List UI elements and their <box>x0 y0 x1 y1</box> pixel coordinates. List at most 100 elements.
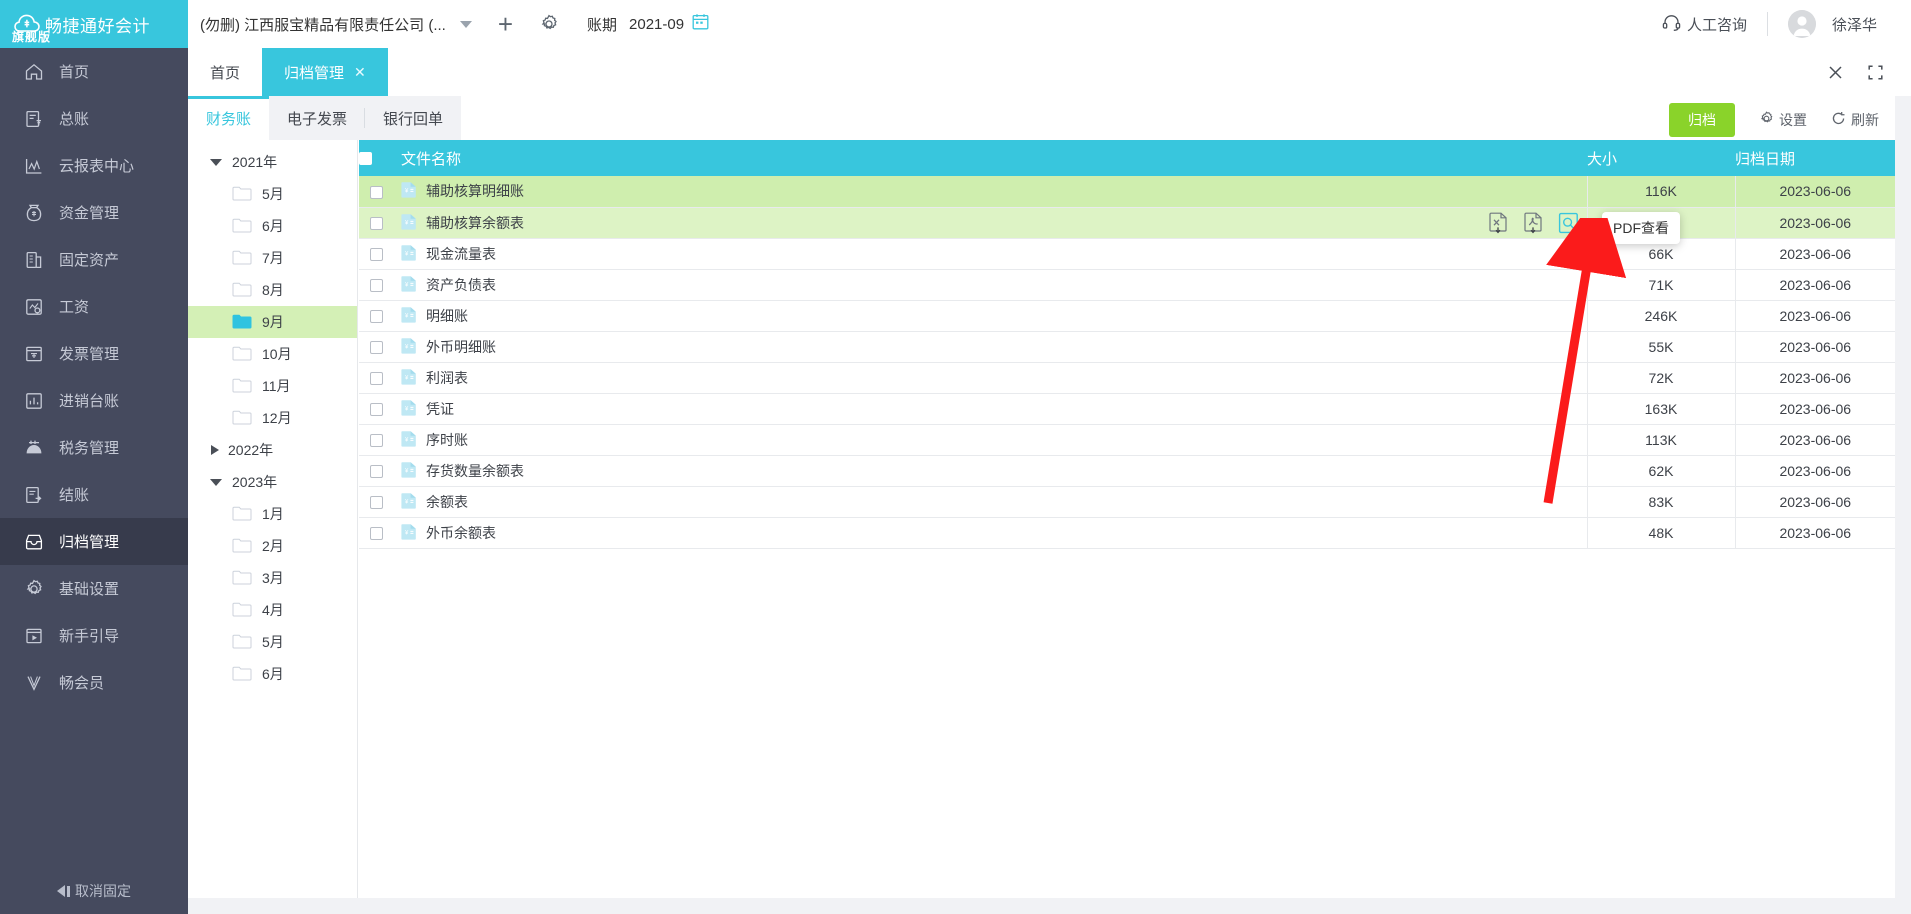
row-checkbox-cell[interactable] <box>359 176 393 208</box>
table-row[interactable]: ¥ 利润表 72K 2023-06-06 <box>359 362 1895 394</box>
checkbox-icon[interactable] <box>369 341 383 355</box>
tree-node-month[interactable]: 9月 <box>188 306 357 338</box>
row-checkbox-cell[interactable] <box>359 455 393 487</box>
pdf-download-icon[interactable] <box>1523 212 1544 234</box>
row-checkbox-cell[interactable] <box>359 486 393 518</box>
sidebar-item-purchase-sales-ledger[interactable]: 进销台账 <box>0 377 188 424</box>
archive-date-cell: 2023-06-06 <box>1734 455 1895 487</box>
sidebar-item-funds[interactable]: 资金管理 <box>0 189 188 236</box>
chevron-down-icon[interactable] <box>459 20 472 28</box>
sidebar-collapse-button[interactable]: 取消固定 <box>0 881 188 901</box>
checkbox-icon[interactable] <box>369 372 383 386</box>
table-row[interactable]: ¥辅助核算余额表1K2023-06-06 <box>359 207 1895 239</box>
sidebar-item-closing[interactable]: 结账 <box>0 471 188 518</box>
row-checkbox-cell[interactable] <box>359 517 393 549</box>
tree-node-month[interactable]: 2月 <box>188 530 357 562</box>
excel-download-icon[interactable] <box>1488 212 1509 234</box>
subtab-e-invoice[interactable]: 电子发票 <box>269 96 366 140</box>
tree-node-month[interactable]: 12月 <box>188 402 357 434</box>
tree-node-month[interactable]: 10月 <box>188 338 357 370</box>
row-checkbox-cell[interactable] <box>359 362 393 394</box>
human-consult-button[interactable]: 人工咨询 <box>1662 13 1747 36</box>
sidebar-item-cloud-reports[interactable]: 云报表中心 <box>0 142 188 189</box>
row-checkbox-cell[interactable] <box>359 424 393 456</box>
period-value[interactable]: 2021-09 <box>629 15 685 33</box>
checkbox-icon[interactable] <box>369 186 383 200</box>
refresh-button[interactable]: 刷新 <box>1831 110 1879 130</box>
subtab-bank-receipt[interactable]: 银行回单 <box>365 96 462 140</box>
sidebar-item-basic-settings[interactable]: 基础设置 <box>0 565 188 612</box>
sub-tab-bar: 财务账 电子发票 银行回单 <box>188 96 462 140</box>
row-checkbox-cell[interactable] <box>359 300 393 332</box>
row-checkbox-cell[interactable] <box>359 331 393 363</box>
sidebar-item-general-ledger[interactable]: 总账 <box>0 95 188 142</box>
subtab-financial-books[interactable]: 财务账 <box>188 96 270 140</box>
company-selector[interactable]: (勿删) 江西服宝精品有限责任公司 (... <box>200 14 472 35</box>
tree-node-year[interactable]: 2021年 <box>188 146 357 178</box>
select-all-header[interactable] <box>359 140 393 176</box>
tab-home[interactable]: 首页 <box>188 48 262 96</box>
tooltip-label: PDF查看 <box>1613 220 1669 236</box>
tree-node-month[interactable]: 5月 <box>188 626 357 658</box>
row-checkbox-cell[interactable] <box>359 238 393 270</box>
close-icon[interactable]: ✕ <box>354 63 366 80</box>
user-name[interactable]: 徐泽华 <box>1831 16 1877 34</box>
sidebar-item-invoice[interactable]: 发票管理 <box>0 330 188 377</box>
tree-node-month[interactable]: 11月 <box>188 370 357 402</box>
tab-archive-management[interactable]: 归档管理 ✕ <box>262 48 388 96</box>
table-row[interactable]: ¥ 存货数量余额表 62K 2023-06-06 <box>359 455 1895 487</box>
tree-node-month[interactable]: 5月 <box>188 178 357 210</box>
sidebar-item-vip-member[interactable]: 畅会员 <box>0 659 188 706</box>
table-row[interactable]: ¥ 辅助核算明细账 116K 2023-06-06 <box>359 176 1895 208</box>
sidebar-item-fixed-assets[interactable]: 固定资产 <box>0 236 188 283</box>
triangle-right-icon[interactable] <box>211 445 219 455</box>
sidebar-item-home[interactable]: 首页 <box>0 48 188 95</box>
table-row[interactable]: ¥ 资产负债表 71K 2023-06-06 <box>359 269 1895 301</box>
sidebar-item-tax[interactable]: 税务管理 <box>0 424 188 471</box>
tree-node-month[interactable]: 4月 <box>188 594 357 626</box>
tree-node-month[interactable]: 6月 <box>188 658 357 690</box>
tree-node-month[interactable]: 8月 <box>188 274 357 306</box>
tree-node-month[interactable]: 6月 <box>188 210 357 242</box>
tree-node-month[interactable]: 7月 <box>188 242 357 274</box>
checkbox-icon[interactable] <box>369 496 383 510</box>
checkbox-icon[interactable] <box>369 217 383 231</box>
window-close-button[interactable] <box>1815 48 1855 96</box>
brand-logo[interactable]: 畅捷通好会计 旗舰版 <box>0 0 188 48</box>
table-row[interactable]: ¥ 外币明细账 55K 2023-06-06 <box>359 331 1895 363</box>
avatar[interactable] <box>1787 10 1816 38</box>
table-row[interactable]: ¥ 明细账 246K 2023-06-06 <box>359 300 1895 332</box>
triangle-down-icon[interactable] <box>210 158 222 166</box>
add-company-button[interactable]: + <box>498 11 513 37</box>
tree-node-month[interactable]: 1月 <box>188 498 357 530</box>
sidebar-item-beginner-guide[interactable]: 新手引导 <box>0 612 188 659</box>
sidebar-item-payroll[interactable]: 工资 <box>0 283 188 330</box>
archive-button[interactable]: 归档 <box>1669 103 1735 137</box>
checkbox-icon[interactable] <box>369 248 383 262</box>
table-row[interactable]: ¥ 凭证 163K 2023-06-06 <box>359 393 1895 425</box>
checkbox-icon[interactable] <box>369 527 383 541</box>
table-row[interactable]: ¥ 序时账 113K 2023-06-06 <box>359 424 1895 456</box>
table-row[interactable]: ¥ 余额表 83K 2023-06-06 <box>359 486 1895 518</box>
checkbox-icon[interactable] <box>369 403 383 417</box>
row-checkbox-cell[interactable] <box>359 269 393 301</box>
row-checkbox-cell[interactable] <box>359 393 393 425</box>
table-row[interactable]: ¥ 外币余额表 48K 2023-06-06 <box>359 517 1895 549</box>
window-fullscreen-button[interactable] <box>1855 48 1895 96</box>
checkbox-icon[interactable] <box>369 310 383 324</box>
tree-node-year[interactable]: 2022年 <box>188 434 357 466</box>
checkbox-icon[interactable] <box>369 434 383 448</box>
pdf-preview-icon[interactable] <box>1558 212 1579 234</box>
tree-node-year[interactable]: 2023年 <box>188 466 357 498</box>
checkbox-icon[interactable] <box>369 279 383 293</box>
row-checkbox-cell[interactable] <box>359 207 393 239</box>
triangle-down-icon[interactable] <box>210 478 222 486</box>
calendar-icon[interactable] <box>692 13 709 35</box>
sidebar-item-archive-management[interactable]: 归档管理 <box>0 518 188 565</box>
topbar-settings-button[interactable] <box>539 14 559 34</box>
settings-button[interactable]: 设置 <box>1759 110 1807 130</box>
table-row[interactable]: ¥ 现金流量表 66K 2023-06-06 <box>359 238 1895 270</box>
checkbox-icon[interactable] <box>369 465 383 479</box>
tree-node-month[interactable]: 3月 <box>188 562 357 594</box>
checkbox-icon[interactable] <box>359 152 372 166</box>
